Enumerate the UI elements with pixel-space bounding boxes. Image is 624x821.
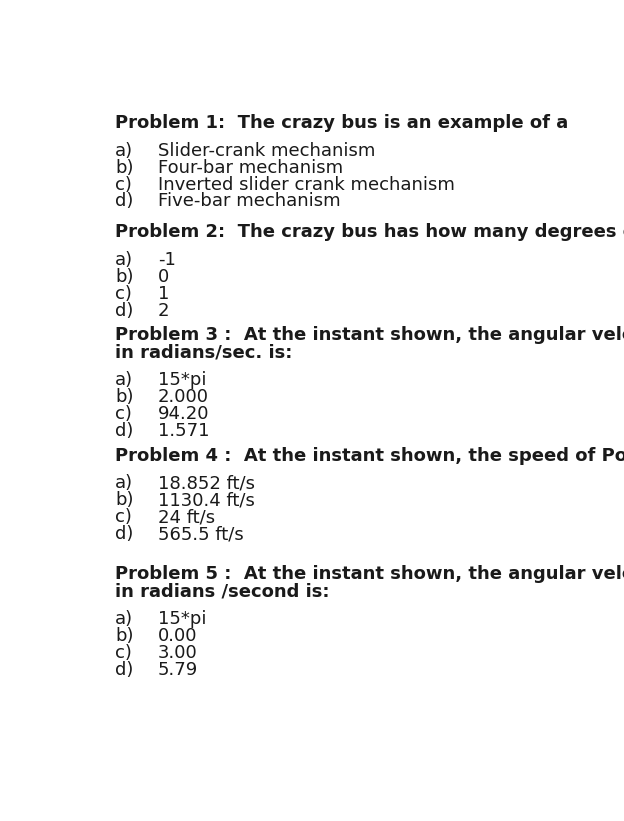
Text: 0: 0 [158, 268, 169, 286]
Text: Problem 1:  The crazy bus is an example of a: Problem 1: The crazy bus is an example o… [115, 114, 568, 132]
Text: b): b) [115, 158, 134, 177]
Text: d): d) [115, 302, 134, 320]
Text: b): b) [115, 491, 134, 509]
Text: Problem 2:  The crazy bus has how many degrees of freedom: Problem 2: The crazy bus has how many de… [115, 223, 624, 241]
Text: Problem 3 :  At the instant shown, the angular velocity of link AB expressed: Problem 3 : At the instant shown, the an… [115, 327, 624, 345]
Text: Slider-crank mechanism: Slider-crank mechanism [158, 142, 375, 159]
Text: a): a) [115, 475, 134, 493]
Text: 24 ft/s: 24 ft/s [158, 508, 215, 526]
Text: d): d) [115, 192, 134, 210]
Text: a): a) [115, 610, 134, 628]
Text: 2.000: 2.000 [158, 388, 209, 406]
Text: a): a) [115, 142, 134, 159]
Text: Five-bar mechanism: Five-bar mechanism [158, 192, 341, 210]
Text: c): c) [115, 176, 132, 194]
Text: b): b) [115, 626, 134, 644]
Text: b): b) [115, 388, 134, 406]
Text: 94.20: 94.20 [158, 405, 209, 423]
Text: d): d) [115, 525, 134, 544]
Text: c): c) [115, 644, 132, 662]
Text: c): c) [115, 285, 132, 303]
Text: 1130.4 ft/s: 1130.4 ft/s [158, 491, 255, 509]
Text: 0.00: 0.00 [158, 626, 197, 644]
Text: c): c) [115, 405, 132, 423]
Text: Inverted slider crank mechanism: Inverted slider crank mechanism [158, 176, 455, 194]
Text: 18.852 ft/s: 18.852 ft/s [158, 475, 255, 493]
Text: Four-bar mechanism: Four-bar mechanism [158, 158, 343, 177]
Text: in radians /second is:: in radians /second is: [115, 582, 329, 600]
Text: 5.79: 5.79 [158, 661, 198, 679]
Text: b): b) [115, 268, 134, 286]
Text: -1: -1 [158, 251, 176, 269]
Text: d): d) [115, 422, 134, 440]
Text: 3.00: 3.00 [158, 644, 198, 662]
Text: Problem 5 :  At the instant shown, the angular velocity of the yellow bus: Problem 5 : At the instant shown, the an… [115, 565, 624, 583]
Text: 2: 2 [158, 302, 169, 320]
Text: 15*pi: 15*pi [158, 610, 207, 628]
Text: 1: 1 [158, 285, 169, 303]
Text: Problem 4 :  At the instant shown, the speed of Point B is:: Problem 4 : At the instant shown, the sp… [115, 447, 624, 465]
Text: 15*pi: 15*pi [158, 371, 207, 389]
Text: in radians/sec. is:: in radians/sec. is: [115, 343, 293, 361]
Text: d): d) [115, 661, 134, 679]
Text: 565.5 ft/s: 565.5 ft/s [158, 525, 243, 544]
Text: a): a) [115, 251, 134, 269]
Text: 1.571: 1.571 [158, 422, 209, 440]
Text: a): a) [115, 371, 134, 389]
Text: c): c) [115, 508, 132, 526]
